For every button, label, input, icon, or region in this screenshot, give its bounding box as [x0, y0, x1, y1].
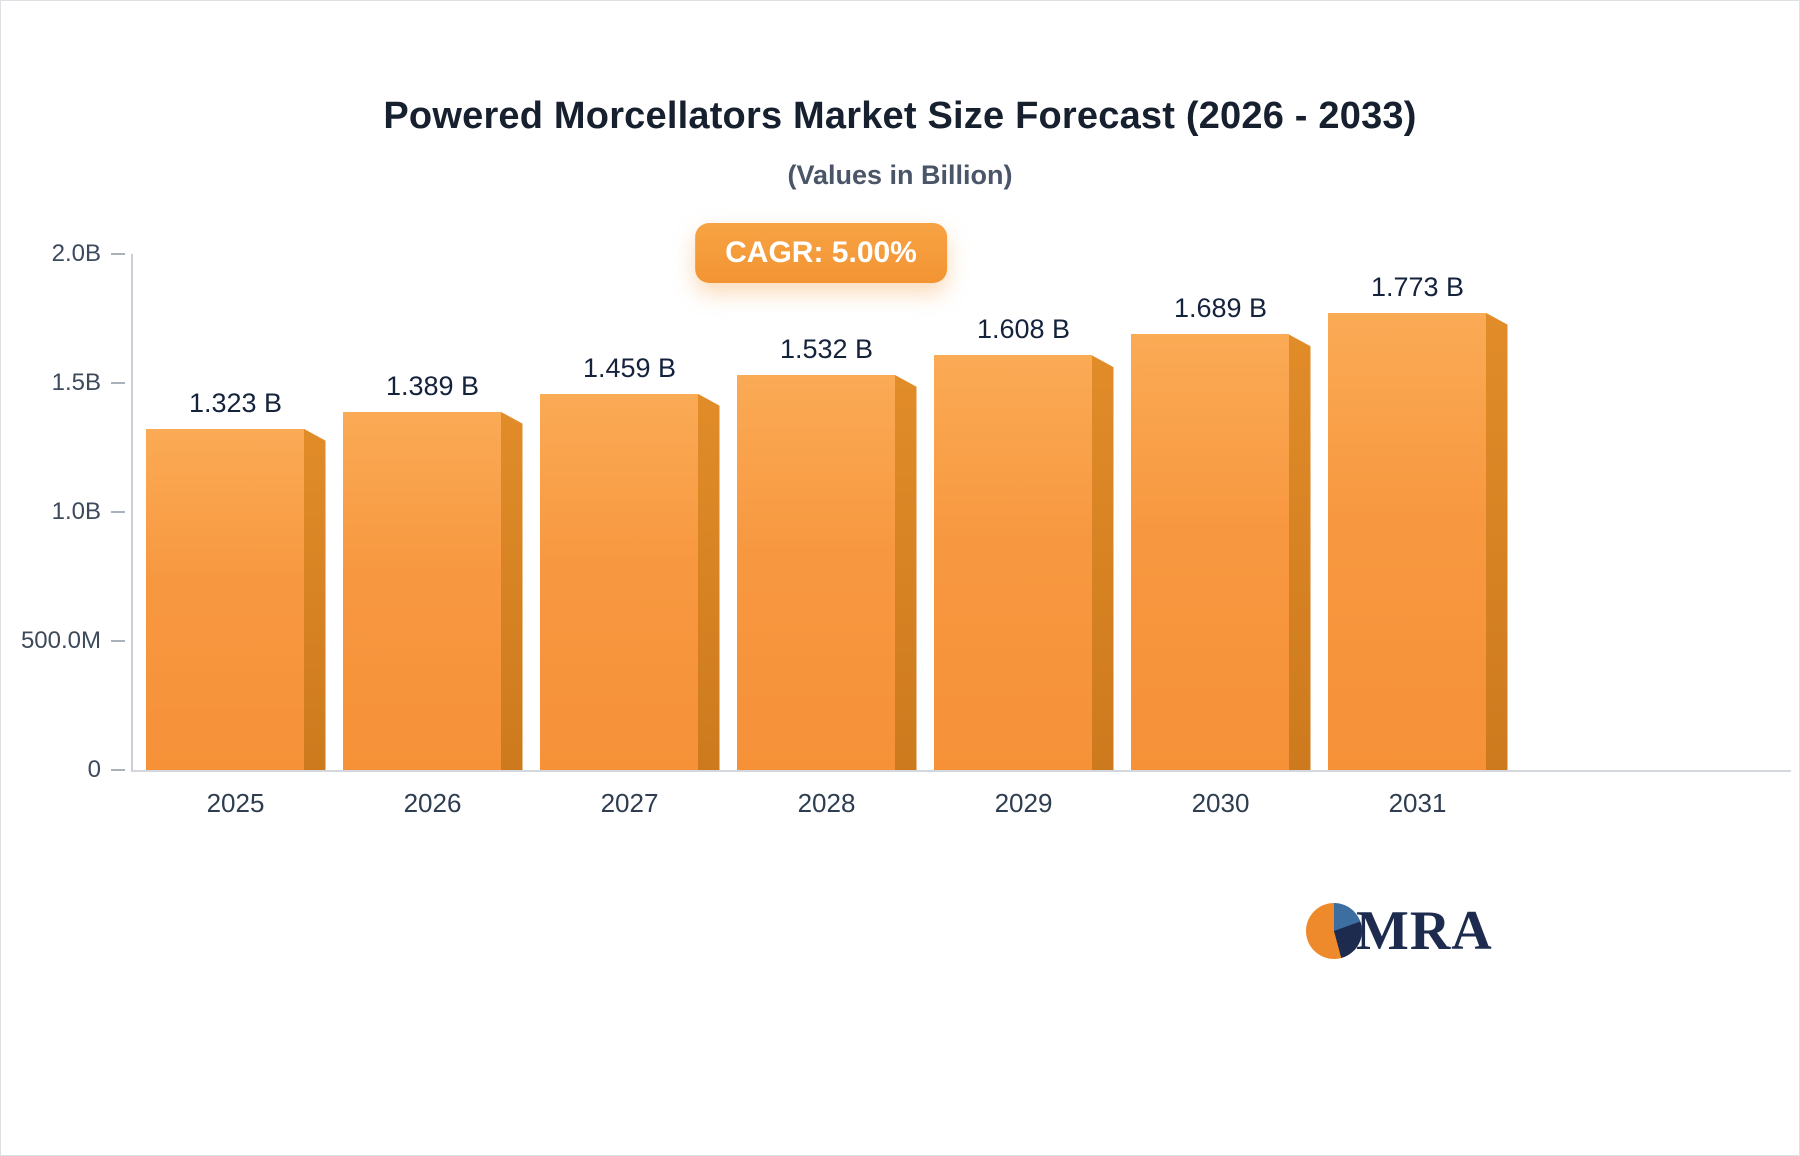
bar	[539, 393, 720, 770]
y-tick-label: 500.0M	[20, 627, 101, 654]
y-tick-label: 2.0B	[51, 240, 101, 267]
y-axis-ticks: 2.0B 1.5B 1.0B 500.0M 0	[21, 240, 1791, 783]
y-tick-label: 1.5B	[51, 369, 101, 396]
bar-value-label: 1.689 B	[1173, 293, 1268, 324]
y-tick-mark	[111, 253, 125, 255]
bar-side	[303, 428, 326, 770]
x-axis-label: 2031	[1388, 788, 1447, 818]
bars-row: 1.323 B 2025 1.389 B 2026 1.459 B 2027 1.532 B…	[133, 254, 1791, 818]
bar-face	[342, 411, 501, 770]
y-tick: 1.0B	[52, 498, 125, 526]
y-tick: 1.5B	[52, 369, 125, 397]
cagr-badge: CAGR: 5.00%	[695, 223, 947, 283]
y-tick-mark	[111, 511, 125, 513]
y-tick-mark	[111, 382, 125, 384]
bar-side	[1485, 312, 1508, 770]
bar-face	[933, 355, 1092, 770]
bar	[933, 355, 1114, 770]
bar-face	[1130, 334, 1289, 770]
y-tick: 2.0B	[52, 240, 125, 268]
bar-group: 1.532 B 2028	[728, 254, 925, 818]
x-axis-label: 2025	[206, 788, 265, 818]
bar-face	[145, 428, 304, 770]
logo: MRA	[1306, 899, 1493, 963]
chart-title: Powered Morcellators Market Size Forecas…	[383, 95, 1417, 137]
bar	[1130, 334, 1311, 770]
bar-value-label: 1.323 B	[188, 387, 283, 418]
x-axis-label: 2026	[403, 788, 462, 818]
y-tick-label: 0	[87, 756, 101, 783]
bar-group: 1.608 B 2029	[925, 254, 1122, 818]
bar-group: 1.773 B 2031	[1319, 254, 1516, 818]
y-tick-mark	[111, 640, 125, 642]
bar-value-label: 1.389 B	[385, 370, 480, 401]
chart-subtitle: (Values in Billion)	[787, 160, 1013, 190]
bar-group: 1.689 B 2030	[1122, 254, 1319, 818]
y-tick: 0	[88, 756, 125, 784]
x-axis-label: 2027	[600, 788, 659, 818]
y-tick-label: 1.0B	[51, 498, 101, 525]
bar-value-label: 1.459 B	[582, 352, 677, 383]
bar	[736, 374, 917, 770]
y-tick-mark	[111, 769, 125, 771]
bar-side	[894, 374, 917, 770]
bar-face	[1327, 312, 1486, 770]
bar	[342, 411, 523, 770]
bar-value-label: 1.773 B	[1370, 271, 1465, 302]
plot-area: 2.0B 1.5B 1.0B 500.0M 0 1.323 B 2025 1.389 B 20…	[21, 240, 1791, 818]
bar-face	[539, 393, 698, 770]
x-axis-label: 2030	[1191, 788, 1250, 818]
bar-group: 1.389 B 2026	[334, 254, 531, 818]
bar-side	[500, 411, 523, 770]
bar-group: 1.323 B 2025	[137, 254, 334, 818]
x-axis-label: 2028	[797, 788, 856, 818]
bar-side	[697, 393, 720, 770]
bar-value-label: 1.532 B	[779, 333, 874, 364]
bar-face	[736, 374, 895, 770]
bar	[1327, 312, 1508, 770]
chart-header: Powered Morcellators Market Size Forecas…	[1, 1, 1799, 191]
bar-group: 1.459 B 2027	[531, 254, 728, 818]
bar	[145, 428, 326, 770]
bar-side	[1288, 334, 1311, 770]
bar-side	[1091, 355, 1114, 770]
y-tick: 500.0M	[21, 627, 125, 655]
x-axis-label: 2029	[994, 788, 1053, 818]
logo-text: MRA	[1356, 900, 1493, 962]
bar-value-label: 1.608 B	[976, 314, 1071, 345]
logo-pie-icon	[1306, 903, 1362, 959]
